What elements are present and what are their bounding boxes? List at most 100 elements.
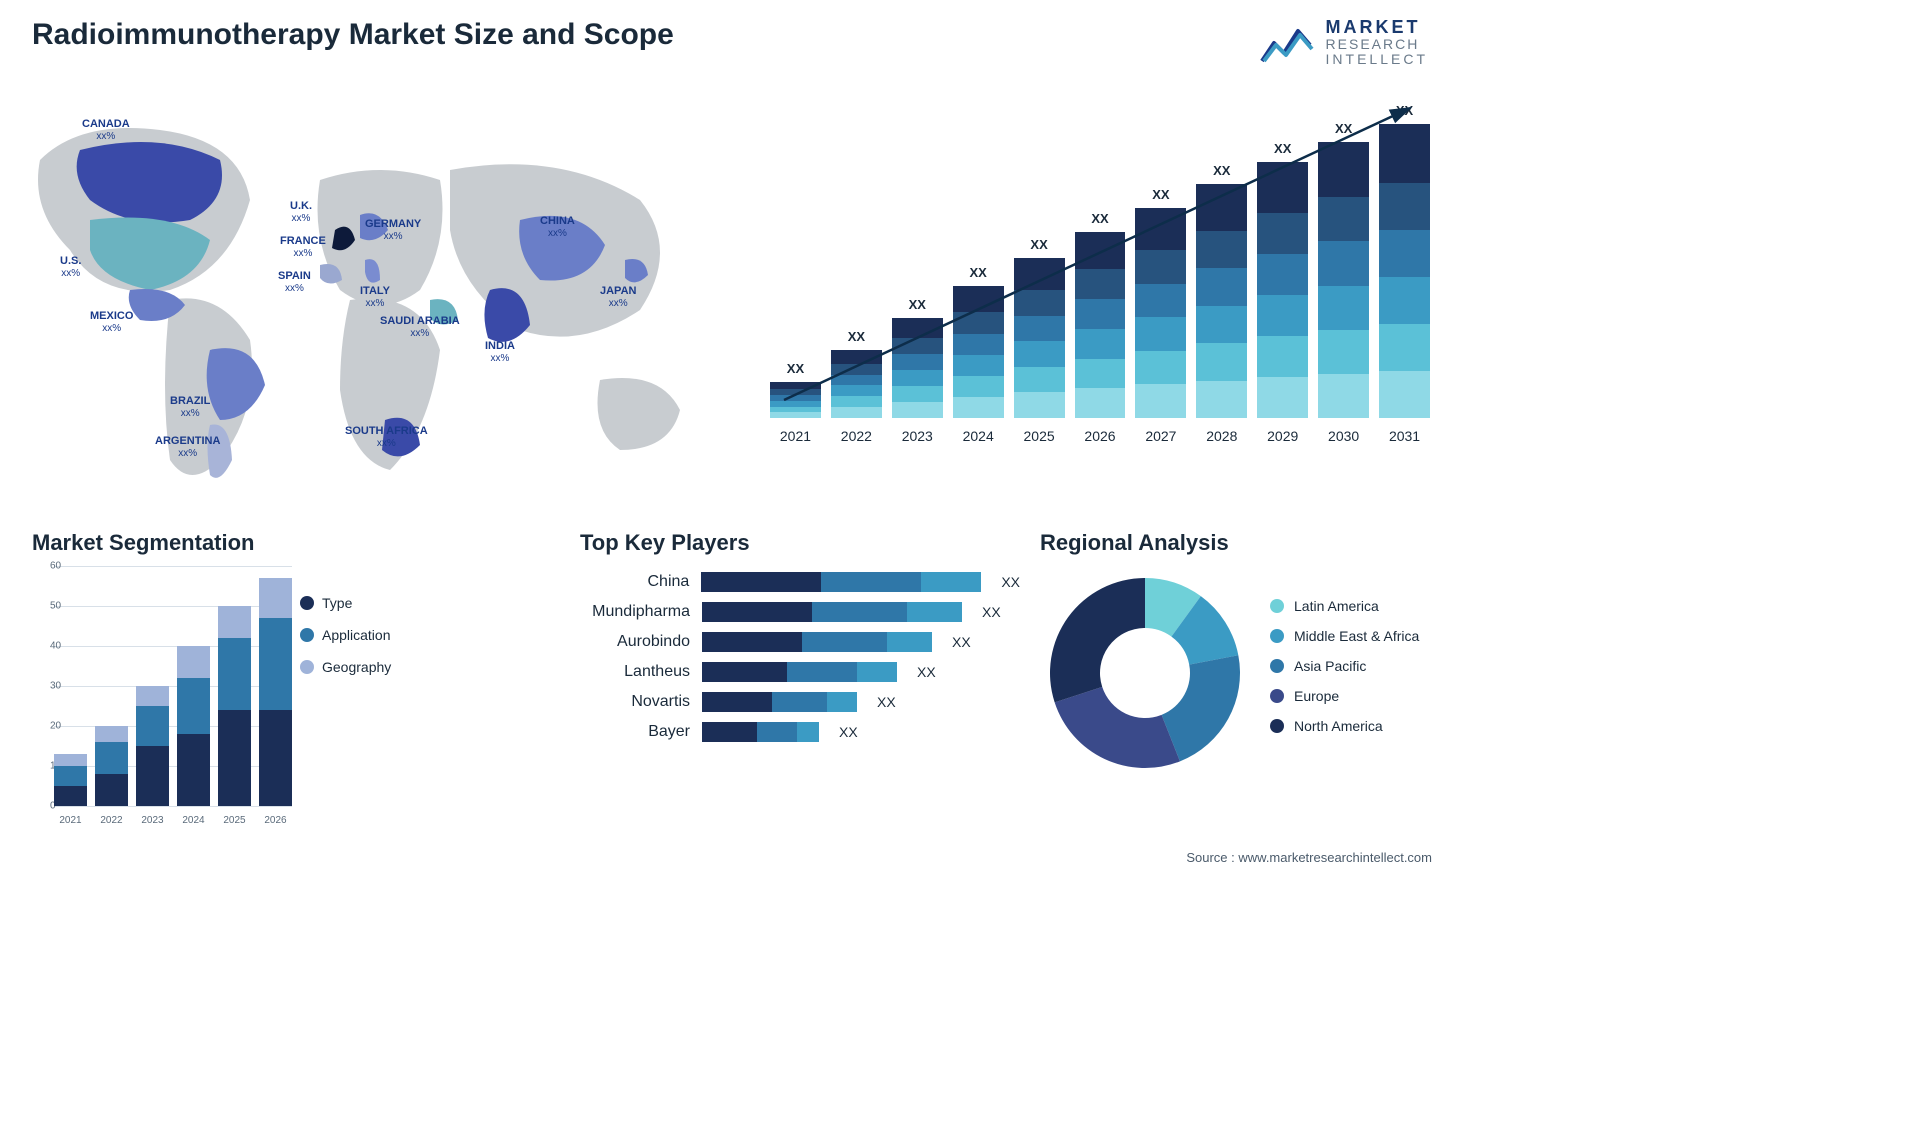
forecast-bar-label: XX: [848, 329, 865, 344]
map-label: U.S.xx%: [60, 255, 81, 279]
regional-title: Regional Analysis: [1040, 530, 1430, 556]
legend-dot-icon: [1270, 659, 1284, 673]
forecast-bar-label: XX: [1335, 121, 1352, 136]
forecast-x-label: 2030: [1328, 428, 1359, 444]
seg-bar: [54, 754, 87, 806]
logo-text-3: INTELLECT: [1326, 52, 1428, 67]
world-map: CANADAxx%U.S.xx%MEXICOxx%BRAZILxx%ARGENT…: [20, 90, 720, 495]
legend-item: North America: [1270, 718, 1419, 734]
legend-dot-icon: [1270, 599, 1284, 613]
forecast-bar-label: XX: [787, 361, 804, 376]
forecast-bar-label: XX: [1274, 141, 1291, 156]
map-label: MEXICOxx%: [90, 310, 133, 334]
regional-section: Regional Analysis Latin America Middle Ea…: [1040, 530, 1430, 778]
legend-dot-icon: [1270, 689, 1284, 703]
map-label: SAUDI ARABIAxx%: [380, 315, 460, 339]
forecast-bar: XX 2023: [892, 297, 943, 444]
map-label: INDIAxx%: [485, 340, 515, 364]
legend-item: Europe: [1270, 688, 1419, 704]
brand-logo: MARKET RESEARCH INTELLECT: [1260, 18, 1428, 66]
forecast-bar: XX 2026: [1075, 211, 1126, 444]
legend-item: Geography: [300, 659, 391, 675]
logo-mark-icon: [1260, 21, 1316, 63]
map-label: JAPANxx%: [600, 285, 636, 309]
forecast-x-label: 2023: [902, 428, 933, 444]
logo-text-1: MARKET: [1326, 18, 1428, 37]
legend-item: Asia Pacific: [1270, 658, 1419, 674]
forecast-x-label: 2029: [1267, 428, 1298, 444]
player-row: Mundipharma XX: [580, 602, 1020, 622]
forecast-x-label: 2027: [1145, 428, 1176, 444]
forecast-bar: XX2022: [831, 329, 882, 444]
player-value: XX: [917, 664, 936, 680]
player-value: XX: [1001, 574, 1020, 590]
player-value: XX: [877, 694, 896, 710]
forecast-bar-label: XX: [970, 265, 987, 280]
player-row: BayerXX: [580, 722, 1020, 742]
forecast-bar-label: XX: [1152, 187, 1169, 202]
player-row: China XX: [580, 572, 1020, 592]
map-label: ITALYxx%: [360, 285, 390, 309]
seg-bar: [259, 578, 292, 806]
player-value: XX: [982, 604, 1001, 620]
legend-dot-icon: [300, 596, 314, 610]
forecast-bar-label: XX: [1396, 103, 1413, 118]
forecast-chart: XX2021XX2022XX2023XX2024XX2025XX2026XX20…: [770, 100, 1430, 470]
player-name: Aurobindo: [580, 633, 690, 651]
player-row: Novartis XX: [580, 692, 1020, 712]
forecast-x-label: 2024: [963, 428, 994, 444]
segmentation-chart: 0102030405060 202120222023202420252026: [32, 566, 292, 826]
legend-dot-icon: [300, 628, 314, 642]
player-name: Lantheus: [580, 663, 690, 681]
seg-bar: [177, 646, 210, 806]
forecast-x-label: 2031: [1389, 428, 1420, 444]
map-label: U.K.xx%: [290, 200, 312, 224]
legend-item: Latin America: [1270, 598, 1419, 614]
legend-item: Application: [300, 627, 391, 643]
logo-text-2: RESEARCH: [1326, 37, 1428, 52]
forecast-bar-label: XX: [1030, 237, 1047, 252]
forecast-bar: XX 2024: [953, 265, 1004, 444]
forecast-bar: XX 2031: [1379, 103, 1430, 444]
forecast-bar: XX 2021: [770, 361, 821, 444]
map-label: FRANCExx%: [280, 235, 326, 259]
player-name: Novartis: [580, 693, 690, 711]
forecast-bar-label: XX: [1091, 211, 1108, 226]
source-footer: Source : www.marketresearchintellect.com: [1186, 850, 1432, 865]
forecast-x-label: 2025: [1024, 428, 1055, 444]
player-name: Mundipharma: [580, 603, 690, 621]
forecast-bar-label: XX: [909, 297, 926, 312]
forecast-x-label: 2021: [780, 428, 811, 444]
forecast-x-label: 2028: [1206, 428, 1237, 444]
player-value: XX: [952, 634, 971, 650]
legend-dot-icon: [300, 660, 314, 674]
page-title: Radioimmunotherapy Market Size and Scope: [32, 18, 674, 52]
map-label: GERMANYxx%: [365, 218, 421, 242]
legend-dot-icon: [1270, 719, 1284, 733]
segmentation-title: Market Segmentation: [32, 530, 392, 556]
player-row: Lantheus XX: [580, 662, 1020, 682]
map-label: SPAINxx%: [278, 270, 311, 294]
player-name: China: [580, 573, 689, 591]
forecast-x-label: 2026: [1084, 428, 1115, 444]
player-value: XX: [839, 724, 858, 740]
seg-bar: [218, 606, 251, 806]
seg-bar: [136, 686, 169, 806]
players-section: Top Key Players ChinaXXMundipharmaXXAuro…: [580, 530, 1020, 742]
players-title: Top Key Players: [580, 530, 1020, 556]
forecast-bar: XX 2027: [1135, 187, 1186, 444]
forecast-bar-label: XX: [1213, 163, 1230, 178]
regional-donut: [1040, 568, 1250, 778]
map-label: CHINAxx%: [540, 215, 575, 239]
legend-item: Type: [300, 595, 391, 611]
forecast-bar: XX 2029: [1257, 141, 1308, 444]
legend-dot-icon: [1270, 629, 1284, 643]
regional-legend: Latin America Middle East & Africa Asia Pa…: [1270, 598, 1419, 748]
seg-bar: [95, 726, 128, 806]
forecast-bar: XX 2028: [1196, 163, 1247, 444]
players-chart: China XX Mundipharma XX Aurobindo XX Lantheus X…: [580, 572, 1020, 742]
donut-slice: [1050, 578, 1145, 702]
forecast-bar: XX 2030: [1318, 121, 1369, 444]
player-row: Aurobindo XX: [580, 632, 1020, 652]
legend-item: Middle East & Africa: [1270, 628, 1419, 644]
